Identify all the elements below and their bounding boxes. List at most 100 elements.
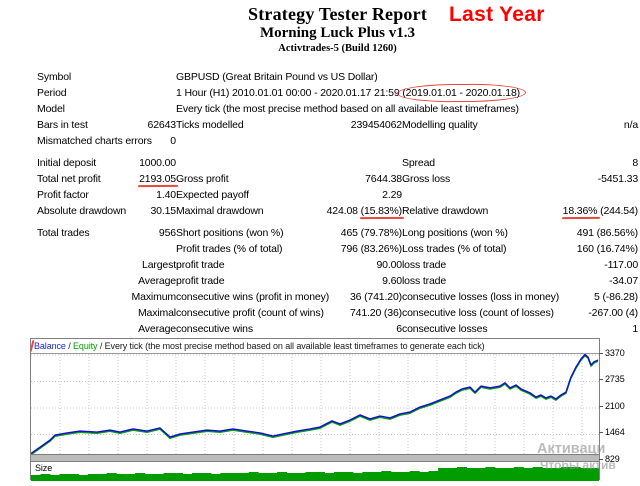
report-cell: profit trade — [176, 275, 225, 287]
legend-separator: / — [65, 341, 74, 351]
balance-plot — [31, 354, 599, 454]
report-cell: 18.36% (244.54) — [562, 205, 639, 217]
report-cell: 1 — [632, 323, 639, 335]
report-cell — [176, 155, 296, 171]
report-cell: Loss trades (% of total) — [402, 243, 507, 255]
table-row: Total net profit 2193.05 Gross profit 7644.… — [37, 171, 638, 187]
report-cell: consecutive profit (count of wins) — [176, 307, 324, 319]
report-cell: consecutive losses (loss in money) — [402, 291, 560, 303]
y-axis-tick-mark — [599, 379, 603, 381]
y-axis-tick-label: 2100 — [605, 400, 625, 411]
report-header: Strategy Tester Report Morning Luck Plus… — [37, 4, 638, 55]
report-cell — [97, 241, 176, 257]
table-row: Total trades 956 Short positions (won %) 46… — [37, 225, 638, 241]
report-cell: Bars in test — [37, 119, 88, 131]
report-cell: 9.60 — [382, 275, 402, 287]
legend-balance-label: Balance — [34, 341, 66, 351]
report-cell: 0 — [170, 135, 176, 147]
report-cell — [97, 101, 176, 117]
report-cell: Every tick (the most precise method base… — [176, 103, 519, 115]
report-cell: Symbol — [37, 71, 72, 83]
report-cell: 741.20 (36) — [349, 307, 402, 319]
report-cell: consecutive losses — [402, 323, 488, 335]
report-cell — [402, 187, 532, 203]
report-cell: Total net profit — [37, 173, 101, 185]
report-cell: 7644.38 — [365, 173, 402, 185]
y-axis-tick-mark — [599, 458, 603, 460]
report-cell — [37, 321, 97, 337]
report-cell: Ticks modelled — [176, 119, 244, 131]
report-cell: 36 (741.20) — [349, 291, 402, 303]
report-cell: 30.15 — [150, 205, 176, 217]
panel-divider — [31, 454, 599, 462]
y-axis-tick-label: 1464 — [605, 427, 625, 438]
table-row: Largest profit trade 90.00 loss trade -117.0… — [37, 257, 638, 273]
red-circle-annotation: (2019.01.01 - 2020.01.18) — [402, 87, 520, 99]
table-row: Mismatched charts errors 0 — [37, 133, 638, 149]
report-cell: 1.40 — [156, 189, 176, 201]
report-cell: Gross loss — [402, 173, 451, 185]
report-cell — [37, 273, 97, 289]
report-cell: Relative drawdown — [402, 205, 489, 217]
report-cell: Spread — [402, 157, 435, 169]
report-table-body: Symbol GBPUSD (Great Britain Pound vs US … — [37, 69, 638, 337]
page-title: Strategy Tester Report — [247, 4, 428, 24]
report-cell: 8 — [632, 157, 639, 169]
report-cell: GBPUSD (Great Britain Pound vs US Dollar… — [176, 71, 378, 83]
report-cell: Largest — [142, 259, 176, 271]
report-cell: consecutive wins — [176, 323, 253, 335]
report-cell — [37, 305, 97, 321]
report-cell: Gross profit — [176, 173, 229, 185]
report-cell: Modelling quality — [402, 119, 478, 131]
report-cell: Profit factor — [37, 189, 89, 201]
report-cell: 491 (86.56%) — [576, 227, 639, 239]
ea-name-subtitle: Morning Luck Plus v1.3 — [259, 25, 416, 41]
report-cell: -34.07 — [609, 275, 639, 287]
report-cell: Initial deposit — [37, 157, 97, 169]
report-cell: Total trades — [37, 227, 90, 239]
red-underline-annotation: (15.83%) — [360, 205, 403, 217]
report-cell: -267.00 (4) — [588, 307, 639, 319]
table-row: Profit factor 1.40 Expected payoff 2.29 — [37, 187, 638, 203]
broker-build-line: Activtrades-5 (Build 1260) — [278, 43, 397, 54]
y-axis-tick-mark — [599, 405, 603, 407]
report-cell — [97, 85, 176, 101]
table-row: Average profit trade 9.60 loss trade -34.07 — [37, 273, 638, 289]
table-row: Maximum consecutive wins (profit in money… — [37, 289, 639, 305]
report-cell — [37, 241, 97, 257]
table-row: Profit trades (% of total) 796 (83.26%) Lo… — [37, 241, 638, 257]
report-cell — [37, 289, 97, 305]
report-cell: n/a — [623, 119, 639, 131]
report-cell: 796 (83.26%) — [340, 243, 402, 255]
report-cell — [532, 187, 638, 203]
size-panel-label: Size — [35, 463, 53, 473]
report-cell: 424.08 (15.83%) — [326, 205, 403, 217]
legend-equity-label: Equity — [73, 341, 98, 351]
table-row: Maximal consecutive profit (count of wins… — [37, 305, 638, 321]
chart-legend: Balance / Equity / Every tick (the most … — [31, 339, 599, 354]
table-row: Average consecutive wins 6 consecutive loss… — [37, 321, 638, 337]
report-cell: Maximum — [131, 291, 177, 303]
report-cell: Maximal — [137, 307, 176, 319]
report-cell: 239454062 — [350, 119, 402, 131]
table-row: Absolute drawdown 30.15 Maximal drawdown 42… — [37, 203, 638, 219]
report-cell — [296, 155, 402, 171]
report-cell: 1000.00 — [139, 157, 176, 169]
report-cell — [97, 69, 176, 85]
report-cell: profit trade — [176, 259, 225, 271]
report-cell: -117.00 — [604, 259, 639, 271]
table-row: Period 1 Hour (H1) 2010.01.01 00:00 - 202… — [37, 85, 638, 101]
report-cell: Model — [37, 103, 65, 115]
report-cell — [532, 133, 638, 149]
report-cell: Expected payoff — [176, 189, 249, 201]
y-axis-tick-label: 3370 — [605, 348, 625, 358]
report-cell: Period — [37, 87, 67, 99]
report-cell: 5 (-86.28) — [594, 291, 639, 303]
table-row: Model Every tick (the most precise method… — [37, 101, 638, 117]
last-year-annotation: Last Year — [449, 3, 545, 26]
report-cell: 160 (16.74%) — [576, 243, 639, 255]
y-axis-tick-mark — [599, 353, 603, 354]
legend-separator: / — [97, 341, 105, 351]
report-cell: loss trade — [402, 275, 447, 287]
